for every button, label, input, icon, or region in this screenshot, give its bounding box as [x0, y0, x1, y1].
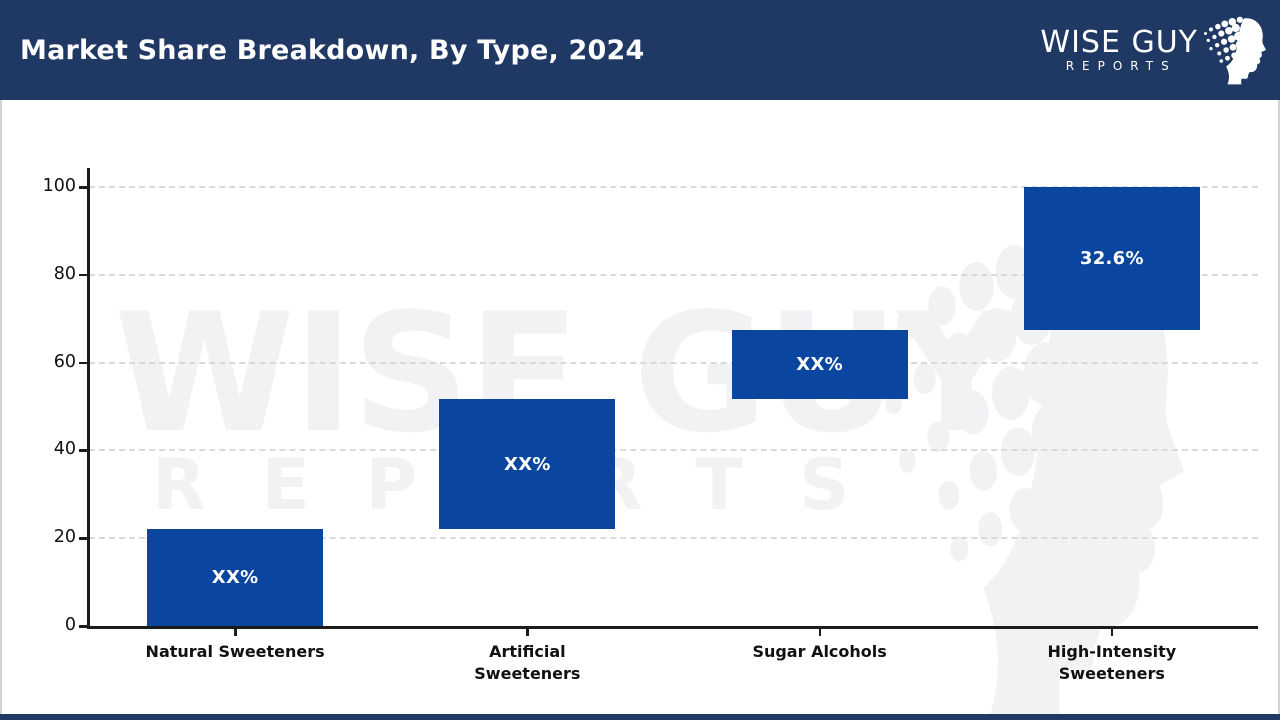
header-banner: Market Share Breakdown, By Type, 2024 WI… — [0, 0, 1280, 100]
wiseguy-logo: WISE GUY REPORTS — [1040, 11, 1266, 89]
y-axis-line — [87, 168, 90, 628]
x-tick-mark — [1110, 628, 1114, 636]
bar-value-label: XX% — [796, 354, 843, 376]
logo-wordmark: WISE GUY REPORTS — [1040, 27, 1198, 74]
chart-title: Market Share Breakdown, By Type, 2024 — [20, 34, 645, 66]
bar-value-label: 32.6% — [1079, 248, 1144, 270]
gridline-40 — [89, 449, 1258, 452]
y-tick-mark — [79, 449, 87, 452]
y-tick-label: 20 — [53, 527, 76, 548]
plot-region: 0 20 40 60 80 100 XX% Natural Sweeteners XX% Arti… — [2, 100, 1278, 714]
y-tick-label: 40 — [53, 439, 76, 460]
x-tick-mark — [526, 628, 529, 636]
gridline-100 — [89, 186, 1258, 188]
bar-high-intensity-sweeteners: 32.6% — [1023, 187, 1200, 331]
footer-bar — [0, 714, 1280, 720]
y-tick-label: 0 — [64, 615, 76, 635]
bar-value-label: XX% — [504, 453, 551, 475]
bar-sugar-alcohols: XX% — [731, 330, 908, 400]
bar-natural-sweeteners: XX% — [147, 528, 324, 626]
logo-face-icon — [1203, 16, 1266, 85]
x-tick-mark — [234, 628, 237, 636]
x-category-label: High-Intensity Sweeteners — [1047, 642, 1177, 683]
logo-wordmark-main: WISE GUY — [1040, 24, 1198, 60]
x-category-label: Artificial Sweeteners — [474, 642, 581, 683]
logo-wordmark-sub: REPORTS — [1065, 59, 1177, 74]
y-tick-mark — [79, 186, 87, 189]
bar-artificial-sweeteners: XX% — [439, 399, 616, 529]
gridline-80 — [89, 273, 1258, 276]
y-tick-mark — [79, 537, 87, 540]
bar-value-label: XX% — [211, 566, 259, 588]
y-tick-label: 100 — [42, 176, 76, 196]
x-category-label: Natural Sweeteners — [145, 642, 325, 661]
x-tick-mark — [818, 628, 822, 636]
x-axis-line — [87, 626, 1258, 629]
gridline-60 — [89, 361, 1258, 364]
y-tick-mark — [79, 361, 87, 365]
x-category-label: Sugar Alcohols — [752, 642, 887, 661]
y-tick-mark — [79, 625, 87, 628]
y-tick-label: 60 — [53, 351, 76, 372]
y-tick-mark — [79, 273, 87, 277]
gridline-20 — [89, 537, 1258, 540]
chart-canvas: WISE GUY REPORTS — [0, 100, 1280, 714]
y-tick-label: 80 — [53, 263, 76, 284]
